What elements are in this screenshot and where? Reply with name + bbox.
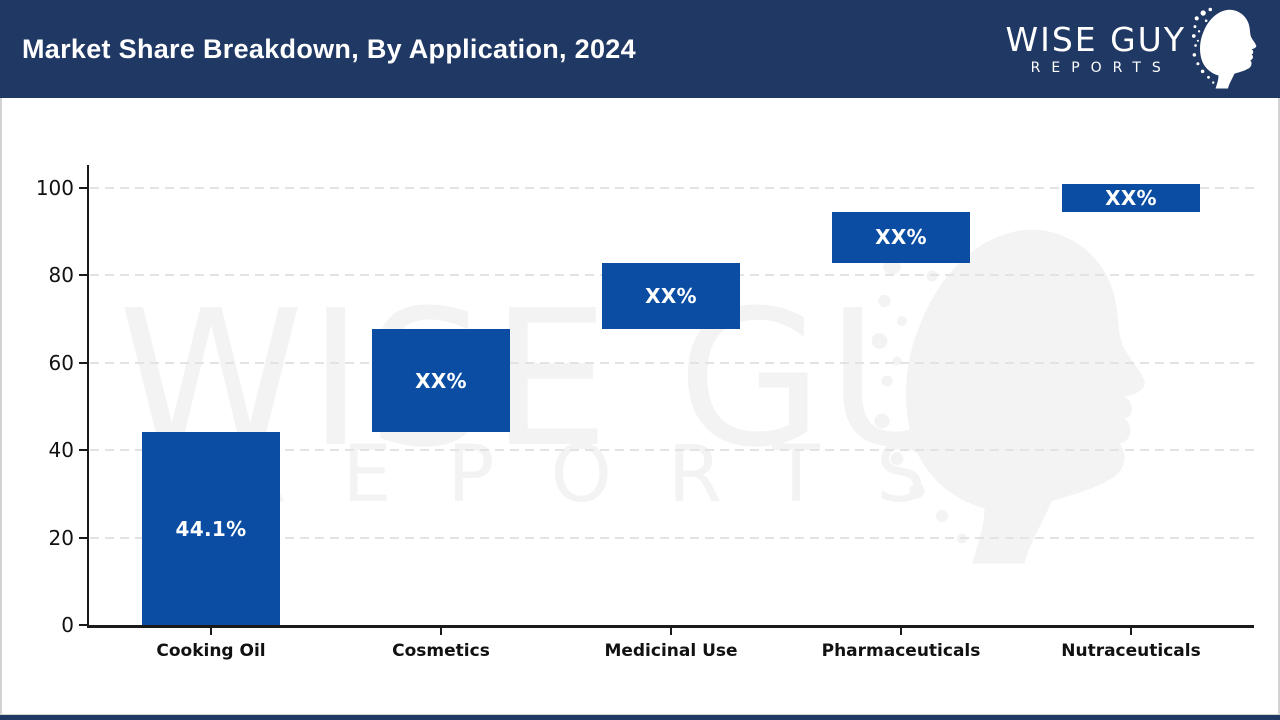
y-tick [79,361,87,364]
footer-bar [0,715,1280,720]
x-axis [87,625,1254,628]
bar-value-label: XX% [875,225,927,250]
x-tick [1130,628,1132,635]
x-category-label-pharmaceuticals: Pharmaceuticals [821,641,981,661]
page-title: Market Share Breakdown, By Application, … [22,33,636,64]
y-axis [87,165,89,627]
bar-cosmetics: XX% [372,329,510,433]
gridline [90,449,1254,452]
wiseguy-face-icon [1192,7,1257,89]
bar-medicinal-use: XX% [602,262,740,330]
y-tick-label: 100 [35,175,74,200]
x-category-label-cooking-oil: Cooking Oil [156,641,266,661]
y-tick [79,624,87,626]
logo-wordmark: WISE GUY [1005,20,1186,59]
wiseguy-logo: WISE GUY REPORTS [1005,7,1258,91]
gridline [90,536,1254,539]
bar-value-label: 44.1% [175,516,247,541]
gridline [90,361,1254,364]
y-tick [79,449,87,452]
x-tick [210,628,212,635]
header: Market Share Breakdown, By Application, … [0,0,1280,98]
x-tick [670,628,672,635]
y-tick-label: 80 [48,263,74,288]
bar-nutraceuticals: XX% [1062,183,1200,212]
y-tick-label: 0 [61,613,74,637]
logo-subtitle: REPORTS [1030,60,1172,76]
bar-value-label: XX% [415,368,467,393]
y-tick-label: 20 [48,525,74,550]
y-tick-label: 60 [48,350,74,375]
gridline [90,186,1254,189]
bar-value-label: XX% [1105,185,1157,210]
watermark-subtitle: REPORTS [232,430,982,520]
y-tick [79,536,87,539]
x-tick [440,628,442,635]
logo-text: WISE GUY REPORTS [1005,23,1186,75]
y-tick-label: 40 [48,438,74,463]
bar-cooking-oil: 44.1% [142,432,280,625]
x-category-label-medicinal-use: Medicinal Use [604,641,738,661]
bar-pharmaceuticals: XX% [832,211,970,263]
x-category-label-cosmetics: Cosmetics [392,641,490,661]
y-tick [79,186,87,189]
bar-value-label: XX% [645,284,697,309]
x-category-label-nutraceuticals: Nutraceuticals [1061,641,1201,661]
y-tick [79,274,87,277]
x-tick [900,628,902,635]
